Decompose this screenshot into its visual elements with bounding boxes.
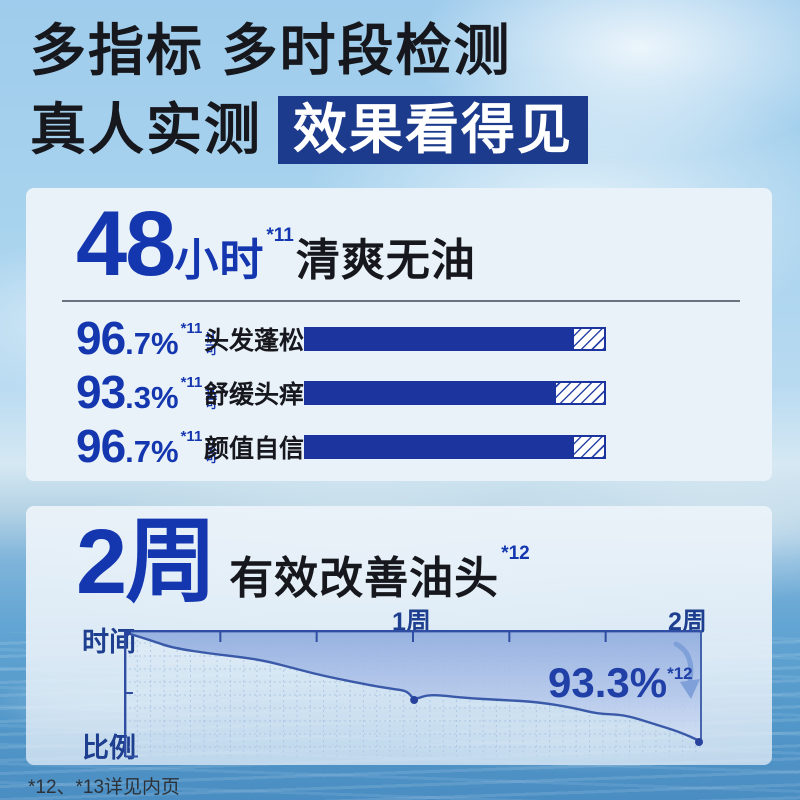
trend-chart-svg [124,630,703,758]
percent-footnote-mark: *11 [180,428,203,446]
percent-frac: .3% [125,379,179,415]
percent-int: 96 [76,420,126,473]
y-axis-bottom-label: 比例 [82,733,136,763]
approve-label: 认可 [205,384,218,412]
stats-card-48h: 48 小时 *11 清爽无油 96.7% *11 认可 头发蓬松 93.3% *11 认… [26,188,772,481]
stat-bar [304,381,606,405]
stat-label: 舒缓头痒 [204,381,305,409]
percent-frac: .7% [125,433,179,469]
headline-line2-text: 真人实测 [30,97,262,161]
annotation-footnote-mark: *12 [667,664,693,683]
card2-heading-text: 有效改善油头 [229,554,500,603]
percent-int: 96 [76,312,126,365]
stat-percent: 96.7% *11 认可 [76,420,217,473]
stat-label: 头发蓬松 [204,327,305,355]
card2-unit: 周 [125,511,217,613]
percent-footnote-mark: *11 [180,374,203,392]
approve-label: 认可 [205,330,218,358]
card2-footnote-mark: *12 [501,543,530,564]
approve-label: 认可 [205,438,218,466]
stat-row-confidence: 96.7% *11 认可 颜值自信 [76,420,742,474]
card1-footnote-mark: *11 [266,225,294,246]
stat-percent: 93.3% *11 认可 [76,366,217,419]
stat-row-soothe-itch: 93.3% *11 认可 舒缓头痒 [76,366,742,420]
percent-frac: .7% [125,325,179,361]
card1-heading-text: 清爽无油 [295,236,476,285]
card1-unit: 小时 [174,236,265,285]
percent-footnote-mark: *11 [180,320,203,338]
headline-line2: 真人实测 效果看得见 [30,96,588,165]
card2-heading: 2 周 有效改善油头 *12 [76,511,532,613]
chart-annotation: 93.3%*12 [548,662,693,704]
stat-label: 颜值自信 [204,435,305,463]
stat-row-fluffy-hair: 96.7% *11 认可 头发蓬松 [76,312,742,366]
headline-line1: 多指标 多时段检测 [30,19,512,82]
stat-rows: 96.7% *11 认可 头发蓬松 93.3% *11 认可 舒缓头痒 96.7% *11… [76,312,742,474]
stat-bar-fill [306,383,557,403]
percent-int: 93 [76,366,126,419]
stat-bar [304,327,606,351]
stat-percent: 96.7% *11 认可 [76,312,217,365]
stat-bar [304,435,606,459]
card1-heading: 48 小时 *11 清爽无油 [76,193,476,295]
highlight-badge: 效果看得见 [278,96,588,165]
annotation-value: 93.3% [548,659,668,706]
trend-card-2weeks: 2 周 有效改善油头 *12 1周 2周 时间 比例 93.3%*12 [26,506,772,765]
card2-number: 2 [76,511,127,613]
page-footnote: *12、*13详见内页 [28,777,181,798]
stat-bar-fill [306,437,575,457]
card1-number: 48 [76,193,176,295]
stat-bar-fill [306,329,575,349]
card1-divider [62,300,740,302]
